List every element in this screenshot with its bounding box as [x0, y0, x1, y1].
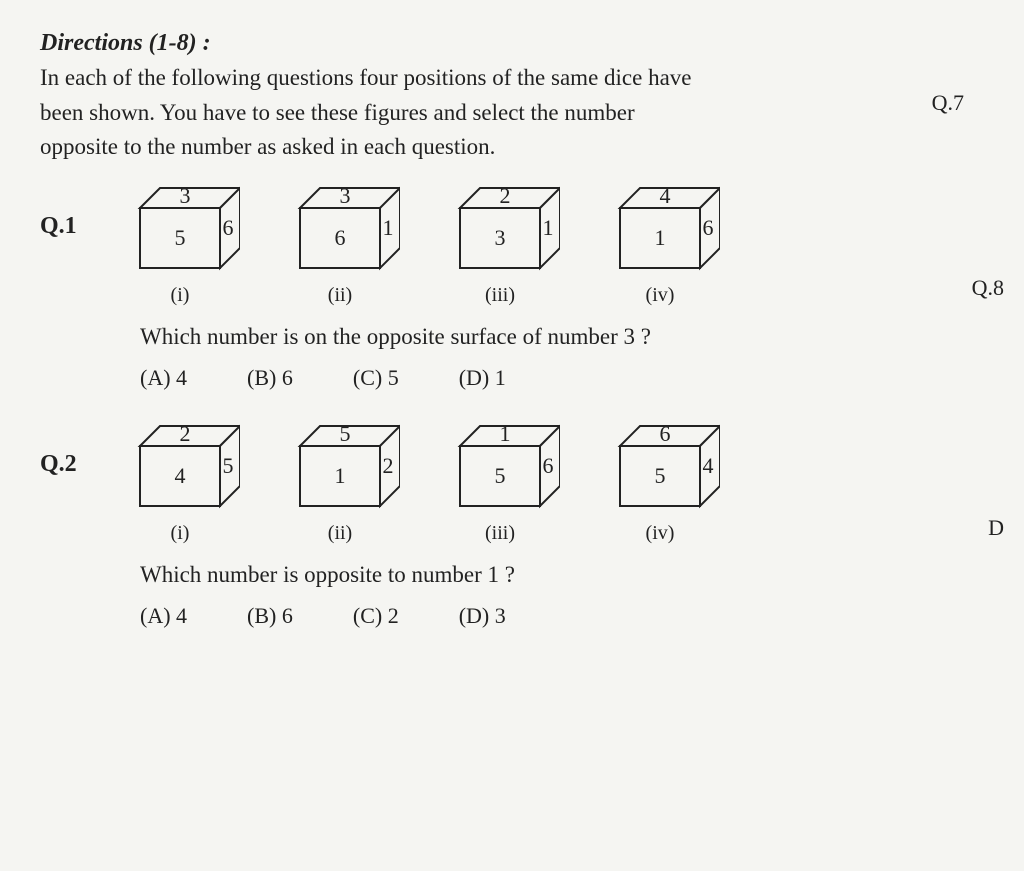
side-label-d: D [988, 515, 1004, 541]
cube-col: 3 6 1 (ii) [280, 183, 400, 307]
options-row: (A) 4 (B) 6 (C) 2 (D) 3 [140, 603, 984, 629]
cube-caption: (i) [171, 522, 190, 545]
dice-icon: 2 4 5 [120, 421, 240, 516]
question-row: Q.1 3 5 6 (i) 3 6 1 (ii) [40, 183, 984, 307]
dice-icon: 2 3 1 [440, 183, 560, 278]
cube-top: 3 [340, 183, 351, 208]
cube-right: 4 [703, 453, 714, 478]
cube-front: 1 [655, 225, 666, 250]
side-label-q7: Q.7 [932, 90, 964, 116]
cube-front: 4 [175, 463, 186, 488]
cube-caption: (ii) [328, 284, 352, 307]
cube-front: 5 [175, 225, 186, 250]
cube-col: 5 1 2 (ii) [280, 421, 400, 545]
option-d[interactable]: (D) 3 [459, 603, 506, 629]
cube-front: 1 [335, 463, 346, 488]
option-d[interactable]: (D) 1 [459, 365, 506, 391]
options-row: (A) 4 (B) 6 (C) 5 (D) 1 [140, 365, 984, 391]
cube-top: 2 [500, 183, 511, 208]
cube-col: 2 3 1 (iii) [440, 183, 560, 307]
cube-top: 6 [660, 421, 671, 446]
directions-heading: Directions (1-8) : [40, 30, 984, 57]
cube-right: 6 [543, 453, 554, 478]
cubes-row: 2 4 5 (i) 5 1 2 (ii) 1 5 [120, 421, 720, 545]
option-c[interactable]: (C) 5 [353, 365, 399, 391]
question-label: Q.2 [40, 421, 90, 478]
cube-front: 3 [495, 225, 506, 250]
question-label: Q.1 [40, 183, 90, 240]
dice-icon: 6 5 4 [600, 421, 720, 516]
cube-right: 1 [543, 215, 554, 240]
cube-right: 5 [223, 453, 234, 478]
cube-caption: (ii) [328, 522, 352, 545]
cube-front: 5 [495, 463, 506, 488]
cube-right: 6 [703, 215, 714, 240]
cube-top: 5 [340, 421, 351, 446]
cubes-row: 3 5 6 (i) 3 6 1 (ii) 2 3 [120, 183, 720, 307]
cube-right: 2 [383, 453, 394, 478]
cube-top: 2 [180, 421, 191, 446]
cube-col: 1 5 6 (iii) [440, 421, 560, 545]
option-b[interactable]: (B) 6 [247, 603, 293, 629]
directions-body: In each of the following questions four … [40, 61, 700, 165]
cube-col: 2 4 5 (i) [120, 421, 240, 545]
cube-top: 1 [500, 421, 511, 446]
cube-top: 3 [180, 183, 191, 208]
dice-icon: 3 6 1 [280, 183, 400, 278]
dice-icon: 3 5 6 [120, 183, 240, 278]
cube-caption: (iv) [646, 284, 675, 307]
cube-caption: (iii) [485, 284, 515, 307]
question-text: Which number is opposite to number 1 ? [140, 559, 800, 591]
dice-icon: 4 1 6 [600, 183, 720, 278]
cube-right: 1 [383, 215, 394, 240]
cube-caption: (i) [171, 284, 190, 307]
side-label-q8: Q.8 [972, 275, 1004, 301]
cube-col: 4 1 6 (iv) [600, 183, 720, 307]
cube-right: 6 [223, 215, 234, 240]
option-a[interactable]: (A) 4 [140, 603, 187, 629]
question-text: Which number is on the opposite surface … [140, 321, 800, 353]
cube-caption: (iv) [646, 522, 675, 545]
cube-col: 3 5 6 (i) [120, 183, 240, 307]
option-c[interactable]: (C) 2 [353, 603, 399, 629]
question-row: Q.2 2 4 5 (i) 5 1 2 (ii) [40, 421, 984, 545]
cube-caption: (iii) [485, 522, 515, 545]
cube-col: 6 5 4 (iv) [600, 421, 720, 545]
cube-top: 4 [660, 183, 671, 208]
option-a[interactable]: (A) 4 [140, 365, 187, 391]
option-b[interactable]: (B) 6 [247, 365, 293, 391]
cube-front: 5 [655, 463, 666, 488]
dice-icon: 1 5 6 [440, 421, 560, 516]
dice-icon: 5 1 2 [280, 421, 400, 516]
cube-front: 6 [335, 225, 346, 250]
